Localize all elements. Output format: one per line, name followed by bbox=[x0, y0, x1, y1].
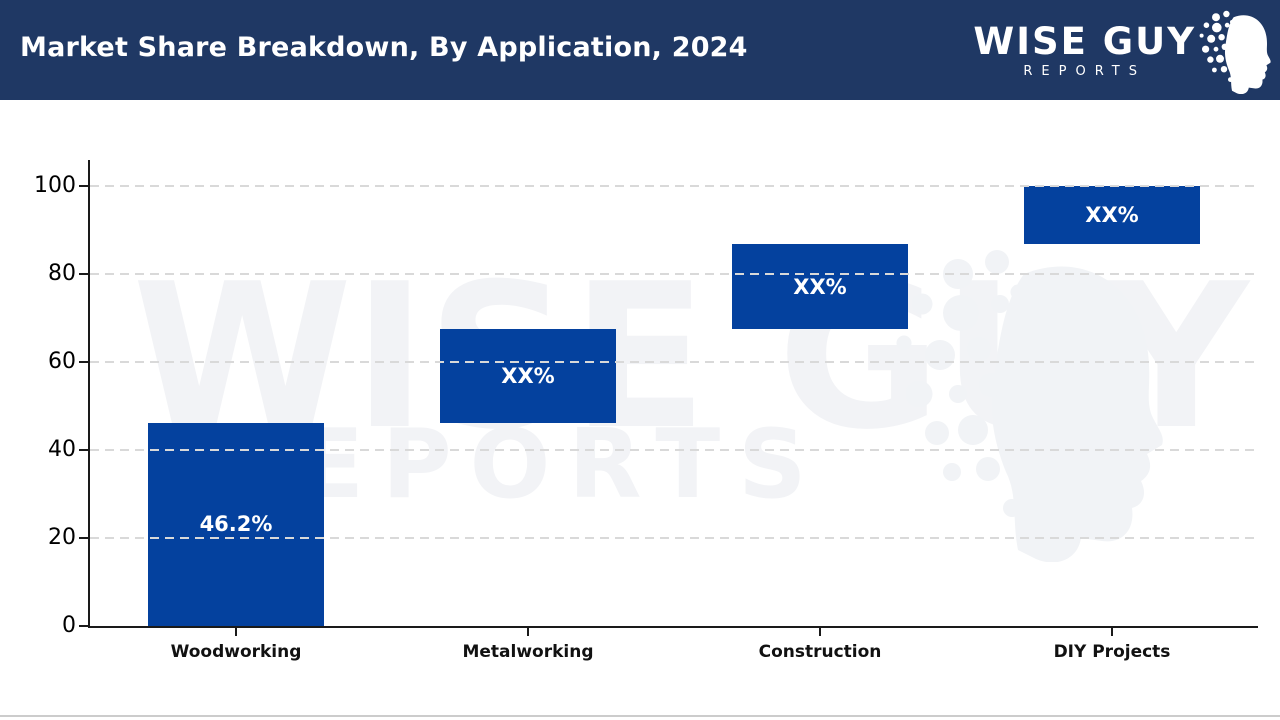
y-tick-label-100: 100 bbox=[34, 173, 76, 198]
y-tick-label-60: 60 bbox=[48, 349, 76, 374]
y-tick bbox=[79, 537, 88, 539]
x-tick bbox=[235, 628, 237, 636]
y-tick bbox=[79, 361, 88, 363]
bar-value-label: XX% bbox=[793, 274, 847, 299]
wise-guy-logo: WISE GUY REPORTS bbox=[973, 6, 1272, 94]
logo-wordmark: WISE GUY bbox=[973, 19, 1196, 63]
bar-metalworking: XX% bbox=[440, 329, 616, 423]
gridline-60 bbox=[90, 361, 1258, 363]
gridline-100 bbox=[90, 185, 1258, 187]
bar-value-label: 46.2% bbox=[199, 512, 273, 537]
y-tick-label-40: 40 bbox=[48, 437, 76, 462]
chart-area: WISE GUY REPORTS 46.2% Woodworking XX% Meta… bbox=[0, 100, 1280, 720]
bar-construction: XX% bbox=[732, 244, 908, 329]
bottom-border bbox=[0, 715, 1280, 717]
page-title: Market Share Breakdown, By Application, … bbox=[20, 31, 748, 63]
bar-diy-projects: XX% bbox=[1024, 186, 1200, 245]
dotted-head-icon bbox=[1192, 6, 1272, 94]
y-tick bbox=[79, 449, 88, 451]
x-axis-label-2: Metalworking bbox=[462, 642, 594, 662]
logo-subtitle: REPORTS bbox=[1023, 63, 1146, 79]
bar-value-label: XX% bbox=[501, 363, 555, 388]
y-tick bbox=[79, 273, 88, 275]
gridline-80 bbox=[90, 273, 1258, 275]
x-axis-label-3: Construction bbox=[758, 642, 882, 662]
x-axis-label-1: Woodworking bbox=[170, 642, 302, 662]
y-tick-label-0: 0 bbox=[62, 613, 76, 638]
y-tick-label-80: 80 bbox=[48, 261, 76, 286]
bar-woodworking: 46.2% bbox=[148, 422, 324, 626]
x-axis-spine bbox=[88, 626, 1258, 628]
y-tick bbox=[79, 625, 88, 627]
x-tick bbox=[527, 628, 529, 636]
header-bar: Market Share Breakdown, By Application, … bbox=[0, 0, 1280, 100]
bar-value-label: XX% bbox=[1085, 203, 1139, 228]
y-tick bbox=[79, 185, 88, 187]
plot-area: 46.2% Woodworking XX% Metalworking XX% Constr… bbox=[0, 100, 1280, 720]
x-axis-label-4: DIY Projects bbox=[1053, 642, 1171, 662]
y-tick-label-20: 20 bbox=[48, 525, 76, 550]
y-axis-spine bbox=[88, 160, 90, 628]
gridline-40 bbox=[90, 449, 1258, 451]
gridline-20 bbox=[90, 537, 1258, 539]
x-tick bbox=[819, 628, 821, 636]
x-tick bbox=[1111, 628, 1113, 636]
logo-text: WISE GUY REPORTS bbox=[973, 23, 1196, 78]
